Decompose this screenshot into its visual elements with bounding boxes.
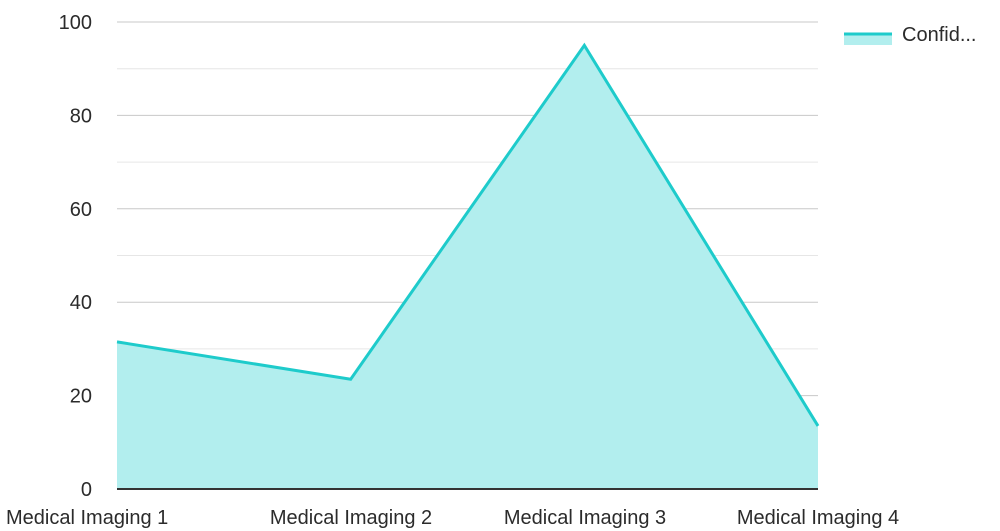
y-tick-label: 0 (81, 479, 92, 501)
series-line (116, 42, 820, 427)
y-tick-label: 80 (70, 105, 92, 127)
legend[interactable]: Confid... (844, 24, 976, 46)
series-area (116, 42, 820, 489)
series-area-fill (117, 45, 818, 489)
x-axis-ticks: Medical Imaging 1 Medical Imaging 2 Medica… (6, 507, 899, 529)
y-axis-ticks: 0 20 40 60 80 100 (59, 12, 92, 501)
legend-label: Confid... (902, 24, 976, 46)
x-tick-label: Medical Imaging 4 (737, 507, 899, 529)
x-tick-label: Medical Imaging 1 (6, 507, 168, 529)
legend-swatch (844, 33, 892, 45)
y-tick-label: 20 (70, 386, 92, 408)
y-tick-label: 100 (59, 12, 92, 34)
y-tick-label: 40 (70, 292, 92, 314)
x-tick-label: Medical Imaging 3 (504, 507, 666, 529)
x-tick-label: Medical Imaging 2 (270, 507, 432, 529)
y-tick-label: 60 (70, 199, 92, 221)
